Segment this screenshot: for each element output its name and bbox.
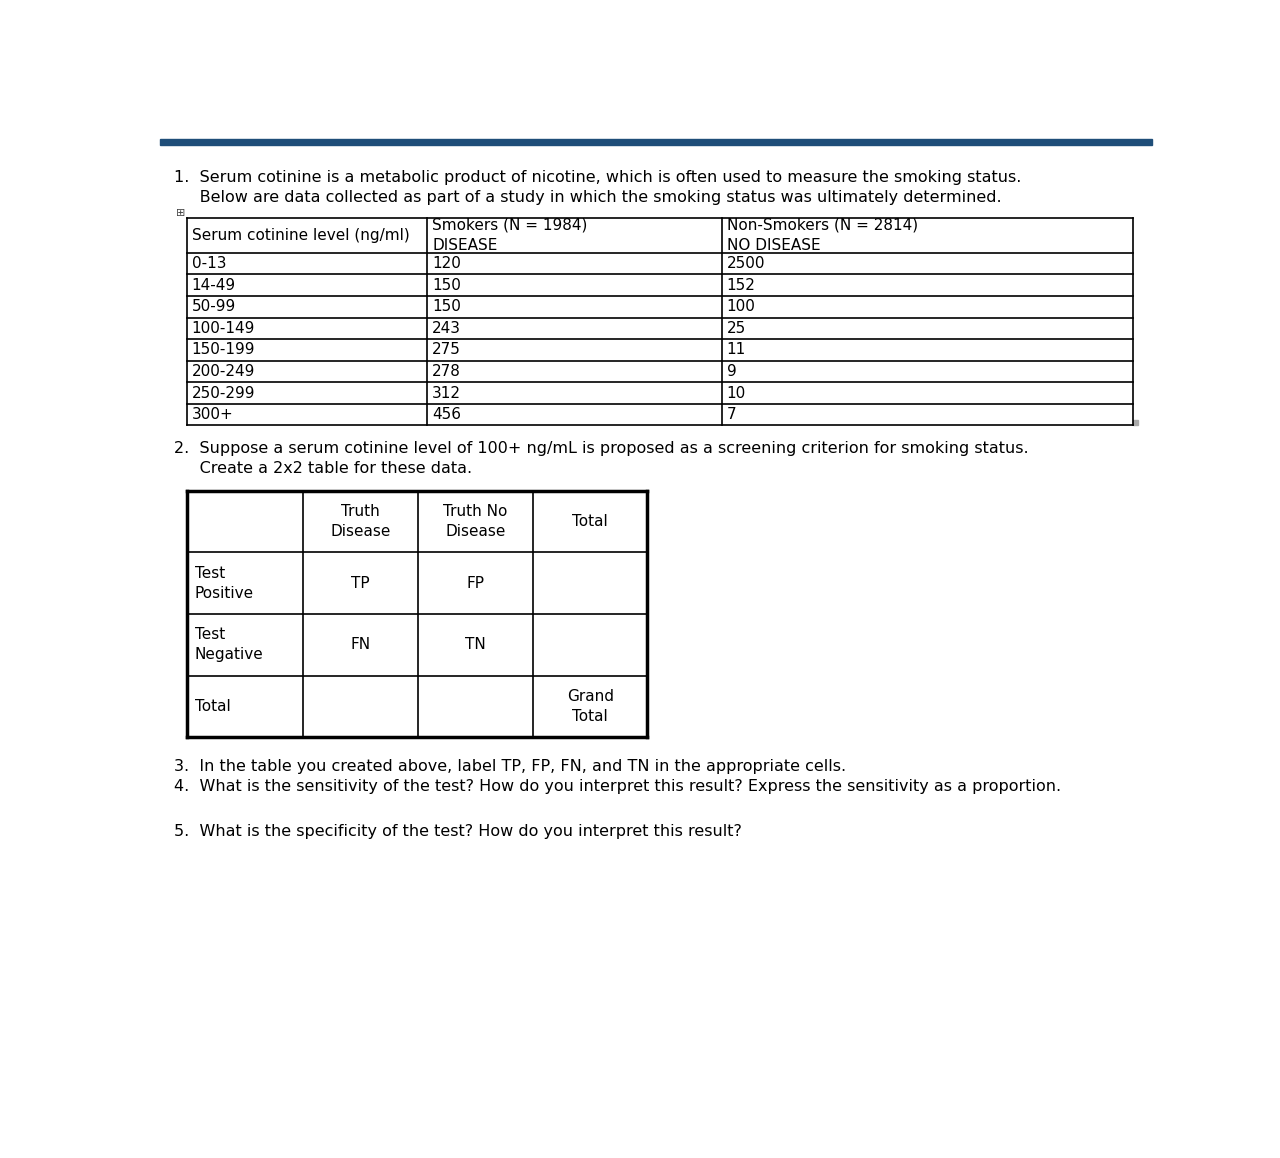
Text: 150-199: 150-199 <box>192 343 255 358</box>
Text: ⊞: ⊞ <box>177 208 186 218</box>
Text: Smokers (N = 1984)
DISEASE: Smokers (N = 1984) DISEASE <box>433 218 588 252</box>
Text: Below are data collected as part of a study in which the smoking status was ulti: Below are data collected as part of a st… <box>174 190 1001 205</box>
Text: 5.  What is the specificity of the test? How do you interpret this result?: 5. What is the specificity of the test? … <box>174 824 742 840</box>
Text: 2500: 2500 <box>727 256 765 271</box>
Text: 278: 278 <box>433 364 461 379</box>
Text: Total: Total <box>195 699 230 714</box>
Text: 10: 10 <box>727 386 746 401</box>
Text: 100-149: 100-149 <box>192 321 255 336</box>
Text: 312: 312 <box>433 386 461 401</box>
Text: 152: 152 <box>727 278 755 293</box>
Text: 9: 9 <box>727 364 736 379</box>
Text: Truth No
Disease: Truth No Disease <box>443 504 508 540</box>
Text: 1.  Serum cotinine is a metabolic product of nicotine, which is often used to me: 1. Serum cotinine is a metabolic product… <box>174 170 1021 185</box>
Text: 3.  In the table you created above, label TP, FP, FN, and TN in the appropriate : 3. In the table you created above, label… <box>174 758 846 774</box>
Text: 0-13: 0-13 <box>192 256 227 271</box>
Text: 25: 25 <box>727 321 746 336</box>
Text: Test
Negative: Test Negative <box>195 628 264 662</box>
Text: 150: 150 <box>433 278 461 293</box>
Text: 14-49: 14-49 <box>192 278 236 293</box>
Text: TP: TP <box>352 576 370 591</box>
Text: Non-Smokers (N = 2814)
NO DISEASE: Non-Smokers (N = 2814) NO DISEASE <box>727 218 918 252</box>
Text: 300+: 300+ <box>192 408 233 423</box>
Text: 11: 11 <box>727 343 746 358</box>
Bar <box>1133 420 1138 425</box>
Text: 120: 120 <box>433 256 461 271</box>
Text: Truth
Disease: Truth Disease <box>330 504 390 540</box>
Text: 50-99: 50-99 <box>192 299 236 314</box>
Text: 7: 7 <box>727 408 736 423</box>
Text: Serum cotinine level (ng/ml): Serum cotinine level (ng/ml) <box>192 228 410 243</box>
Bar <box>160 139 1152 145</box>
Text: FP: FP <box>466 576 484 591</box>
Text: 250-299: 250-299 <box>192 386 255 401</box>
Text: 4.  What is the sensitivity of the test? How do you interpret this result? Expre: 4. What is the sensitivity of the test? … <box>174 779 1061 794</box>
Text: Total: Total <box>572 514 608 529</box>
Text: 150: 150 <box>433 299 461 314</box>
Text: Grand
Total: Grand Total <box>567 689 613 724</box>
Text: 100: 100 <box>727 299 755 314</box>
Text: 2.  Suppose a serum cotinine level of 100+ ng/mL is proposed as a screening crit: 2. Suppose a serum cotinine level of 100… <box>174 441 1029 456</box>
Text: Create a 2x2 table for these data.: Create a 2x2 table for these data. <box>174 461 472 476</box>
Text: 200-249: 200-249 <box>192 364 255 379</box>
Text: 456: 456 <box>433 408 461 423</box>
Text: 243: 243 <box>433 321 461 336</box>
Text: TN: TN <box>465 637 486 652</box>
Text: 275: 275 <box>433 343 461 358</box>
Text: Test
Positive: Test Positive <box>195 566 253 601</box>
Text: FN: FN <box>351 637 371 652</box>
